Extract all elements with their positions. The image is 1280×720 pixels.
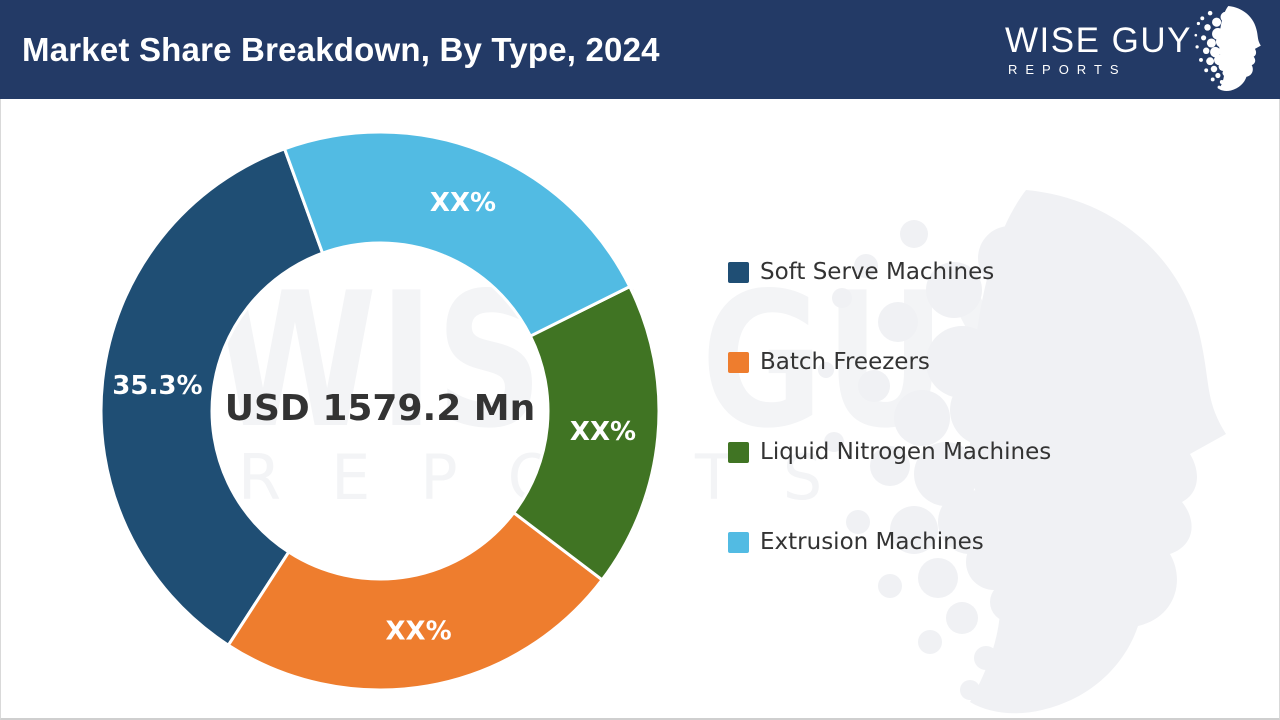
- legend-item-soft-serve-machines: Soft Serve Machines: [728, 258, 1051, 286]
- slice-liquid-nitrogen-machines: [512, 285, 661, 582]
- chart-legend: Soft Serve Machines Batch Freezers Liqui…: [728, 258, 1051, 556]
- page-title: Market Share Breakdown, By Type, 2024: [22, 30, 660, 68]
- slice-label-extrusion-machines: XX%: [430, 188, 496, 218]
- legend-swatch-batch-freezers: [728, 351, 749, 373]
- legend-item-extrusion-machines: Extrusion Machines: [728, 528, 1051, 556]
- slice-soft-serve-machines: [99, 147, 325, 647]
- slice-label-liquid-nitrogen-machines: XX%: [570, 417, 636, 447]
- header-bar: Market Share Breakdown, By Type, 2024 WI…: [0, 0, 1280, 99]
- legend-label: Liquid Nitrogen Machines: [760, 439, 1052, 465]
- legend-swatch-soft-serve-machines: [728, 261, 749, 283]
- legend-item-liquid-nitrogen-machines: Liquid Nitrogen Machines: [728, 438, 1051, 466]
- legend-item-batch-freezers: Batch Freezers: [728, 348, 1051, 376]
- legend-swatch-liquid-nitrogen-machines: [728, 441, 749, 463]
- wiseguy-logo: WISE GUY REPORTS: [1005, 4, 1266, 95]
- logo-text: WISE GUY REPORTS: [1004, 20, 1192, 77]
- chart-center-value: USD 1579.2 Mn: [224, 388, 536, 429]
- logo-subtitle: REPORTS: [1007, 61, 1127, 77]
- legend-label: Batch Freezers: [760, 349, 930, 375]
- logo-wordmark: WISE GUY: [1004, 20, 1192, 60]
- wiseguy-head-icon: [1194, 5, 1261, 91]
- slice-extrusion-machines: [283, 130, 632, 338]
- legend-label: Soft Serve Machines: [760, 259, 995, 285]
- legend-label: Extrusion Machines: [760, 529, 984, 555]
- slice-label-batch-freezers: XX%: [386, 617, 452, 647]
- slice-batch-freezers: [226, 511, 604, 692]
- slice-label-soft-serve-machines: 35.3%: [112, 371, 202, 401]
- legend-swatch-extrusion-machines: [728, 531, 749, 553]
